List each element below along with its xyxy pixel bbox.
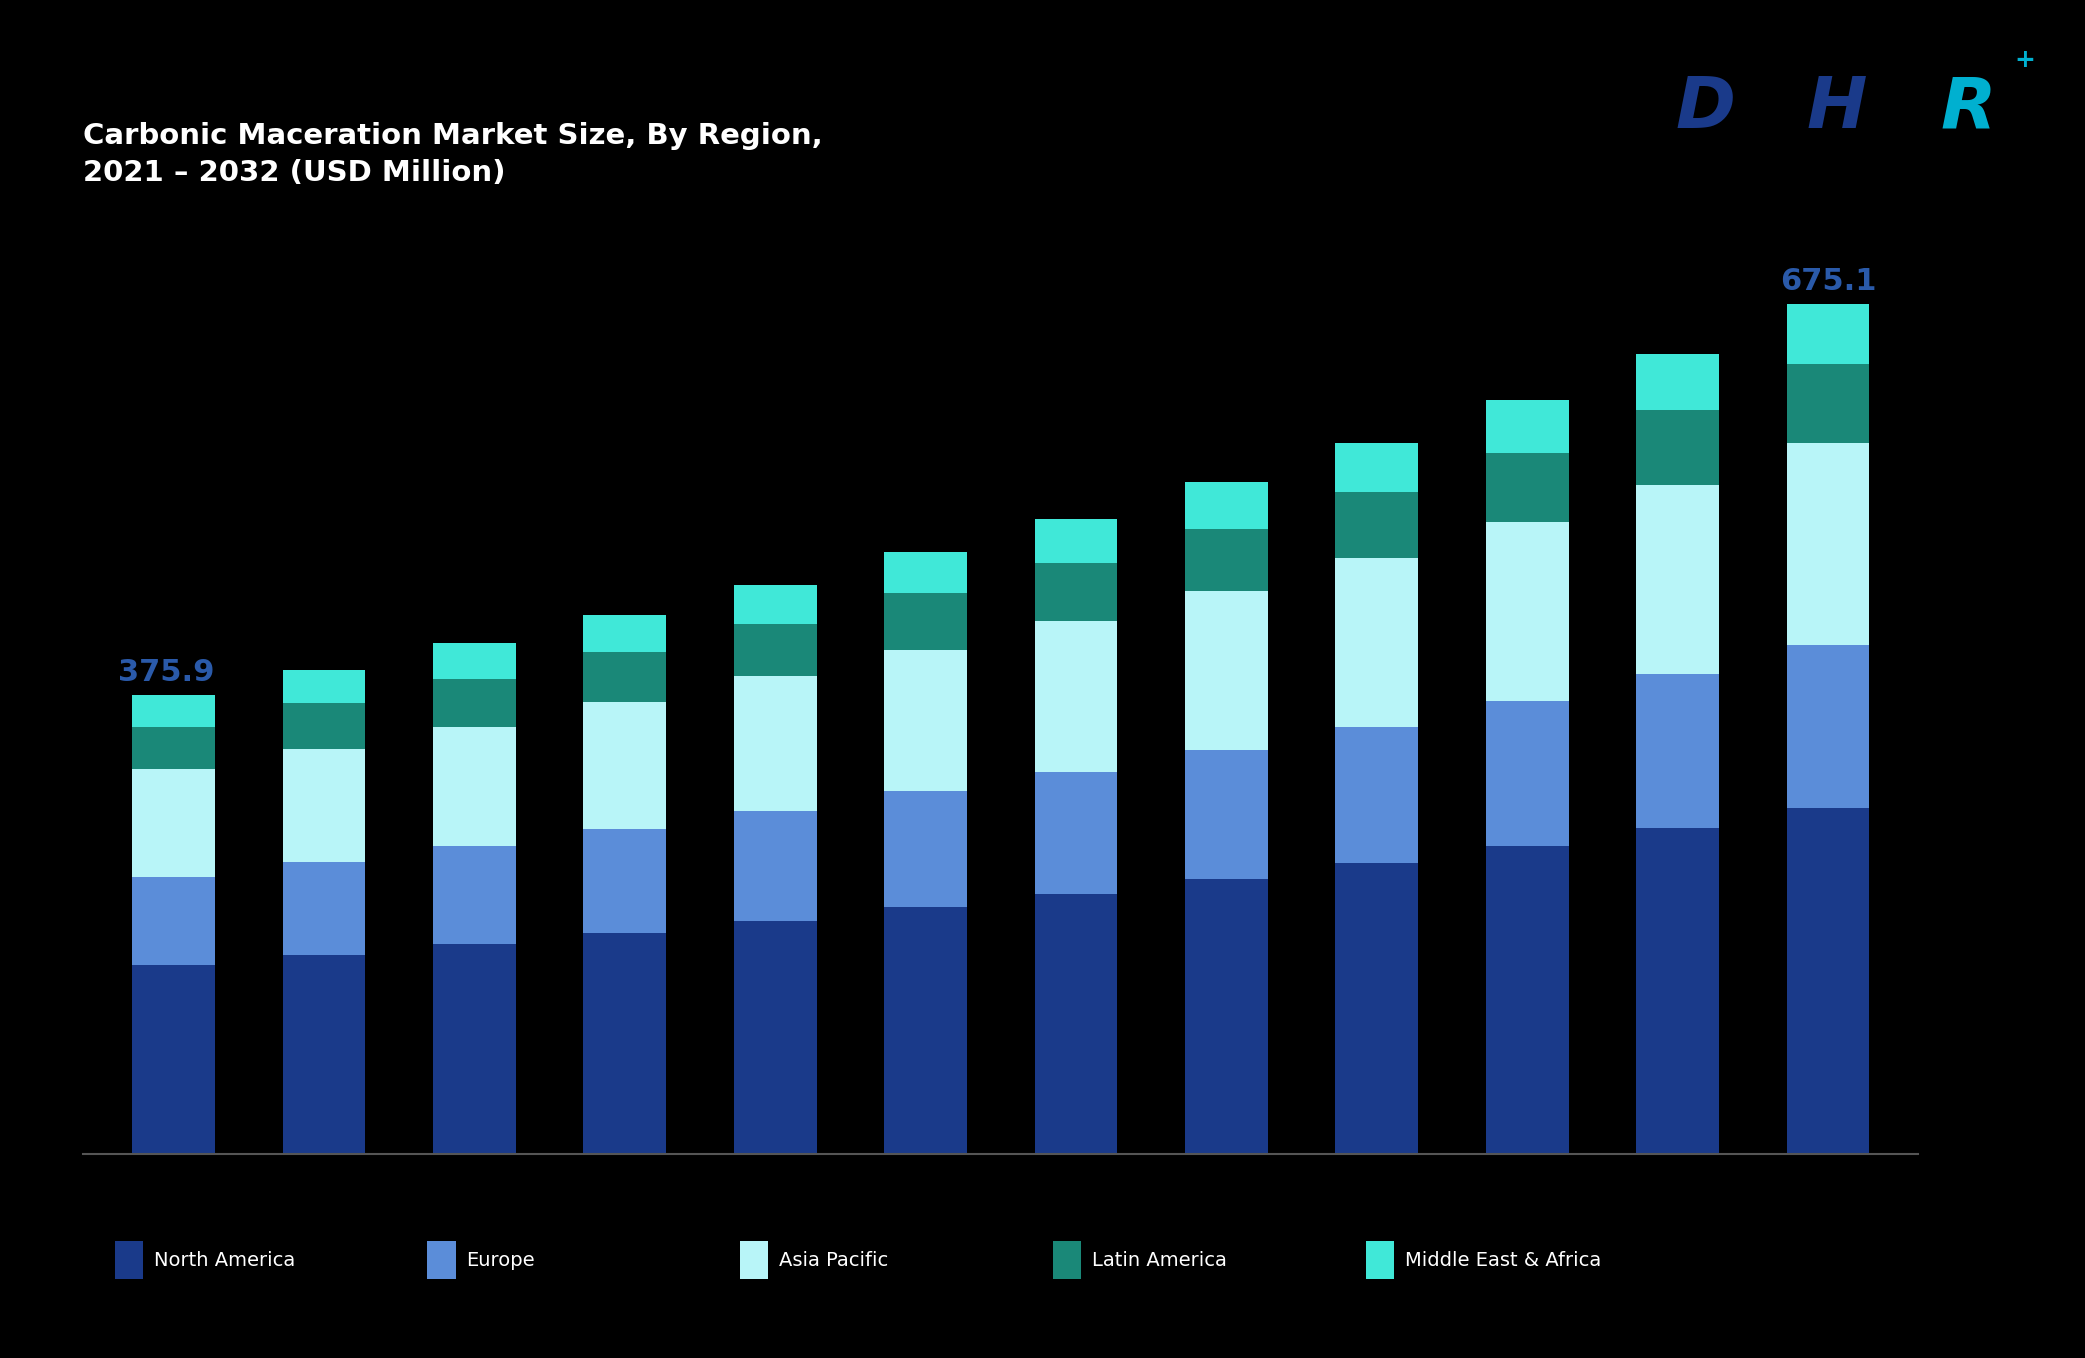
Bar [1787,645,1870,808]
Text: D: D [1676,75,1735,143]
Bar [1184,750,1268,880]
Bar [1034,622,1118,771]
Bar [1787,443,1870,645]
Bar [1787,364,1870,443]
Bar [584,702,667,830]
FancyBboxPatch shape [740,1241,769,1279]
FancyBboxPatch shape [427,1241,455,1279]
Bar [1787,304,1870,364]
Bar [284,671,365,703]
Bar [1637,828,1718,1154]
Text: North America: North America [154,1251,294,1270]
Bar [884,649,967,792]
Bar [584,830,667,933]
Bar [1334,492,1418,558]
Bar [1487,401,1568,452]
Bar [734,585,817,623]
FancyBboxPatch shape [1053,1241,1082,1279]
Bar [584,652,667,702]
Bar [1787,808,1870,1154]
Bar [1487,846,1568,1154]
Text: +: + [2014,48,2035,72]
Bar [1184,880,1268,1154]
Bar [284,862,365,955]
Bar [1184,591,1268,750]
Bar [1487,452,1568,523]
Text: H: H [1806,75,1868,143]
Bar [1334,558,1418,727]
Bar [434,679,515,727]
Bar [1184,482,1268,528]
Bar [131,877,215,964]
Bar [131,769,215,877]
Bar [884,593,967,649]
Bar [131,727,215,769]
Bar [1637,354,1718,410]
Bar [1334,864,1418,1154]
Bar [1034,894,1118,1154]
Text: 675.1: 675.1 [1781,268,1876,296]
Bar [1637,485,1718,674]
Bar [1184,528,1268,591]
Bar [1034,771,1118,894]
Text: Latin America: Latin America [1093,1251,1226,1270]
Bar [1637,410,1718,485]
Bar [584,933,667,1154]
Text: Middle East & Africa: Middle East & Africa [1405,1251,1601,1270]
Bar [734,921,817,1154]
Bar [1637,674,1718,828]
Bar [1487,701,1568,846]
Text: Asia Pacific: Asia Pacific [780,1251,888,1270]
Bar [734,811,817,921]
Bar [734,676,817,811]
Bar [1334,443,1418,492]
Bar [434,846,515,944]
Bar [284,703,365,748]
Bar [434,944,515,1154]
Text: Carbonic Maceration Market Size, By Region,
2021 – 2032 (USD Million): Carbonic Maceration Market Size, By Regi… [83,122,824,187]
Bar [1334,727,1418,864]
Bar [1487,523,1568,701]
Bar [284,748,365,862]
Text: R: R [1941,75,1995,143]
Bar [1034,562,1118,622]
Text: 375.9: 375.9 [119,659,215,687]
Bar [884,907,967,1154]
FancyBboxPatch shape [1366,1241,1395,1279]
Bar [131,695,215,727]
Bar [434,644,515,679]
Bar [884,551,967,593]
Bar [131,964,215,1154]
FancyBboxPatch shape [115,1241,142,1279]
Bar [584,615,667,652]
Bar [1034,519,1118,562]
Bar [434,727,515,846]
Bar [734,623,817,676]
Bar [884,792,967,907]
Bar [284,955,365,1154]
Text: Europe: Europe [467,1251,536,1270]
